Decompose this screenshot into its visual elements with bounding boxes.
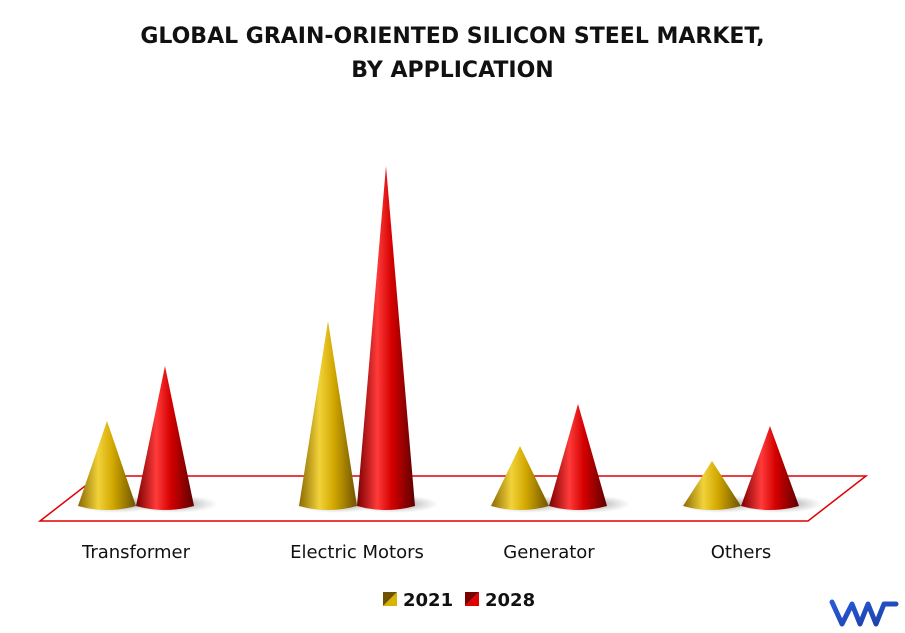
legend-label-2021: 2021 (403, 590, 453, 611)
cone-2021-others (683, 461, 741, 510)
cone-2021-electric-motors (299, 321, 357, 510)
cone-2028-generator (549, 404, 607, 510)
chart-floor (37, 475, 869, 522)
legend-swatch-2028-shade (465, 592, 479, 606)
cone-2021-transformer (78, 421, 136, 510)
chart-marks (74, 166, 823, 513)
category-label-electric-motors: Electric Motors (290, 542, 424, 563)
category-labels: Transformer Electric Motors Generator Other… (81, 542, 771, 563)
legend-item-2021: 2021 (383, 590, 453, 611)
vmr-logo (829, 599, 899, 627)
chart-title-line-2: BY APPLICATION (351, 58, 554, 83)
category-label-transformer: Transformer (81, 542, 191, 563)
chart-title: GLOBAL GRAIN-ORIENTED SILICON STEEL MARK… (0, 20, 905, 88)
legend-swatch-2021-shade (383, 592, 397, 606)
legend-label-2028: 2028 (485, 590, 535, 611)
legend-item-2028: 2028 (465, 590, 535, 611)
cone-2028-electric-motors (357, 166, 415, 510)
category-label-others: Others (711, 542, 772, 563)
cone-2028-others (741, 426, 799, 510)
cone-2028-transformer (136, 366, 194, 510)
category-label-generator: Generator (503, 542, 595, 563)
chart-title-line-1: GLOBAL GRAIN-ORIENTED SILICON STEEL MARK… (140, 24, 765, 49)
legend: 2021 2028 (383, 590, 535, 611)
cone-2021-generator (491, 446, 549, 510)
